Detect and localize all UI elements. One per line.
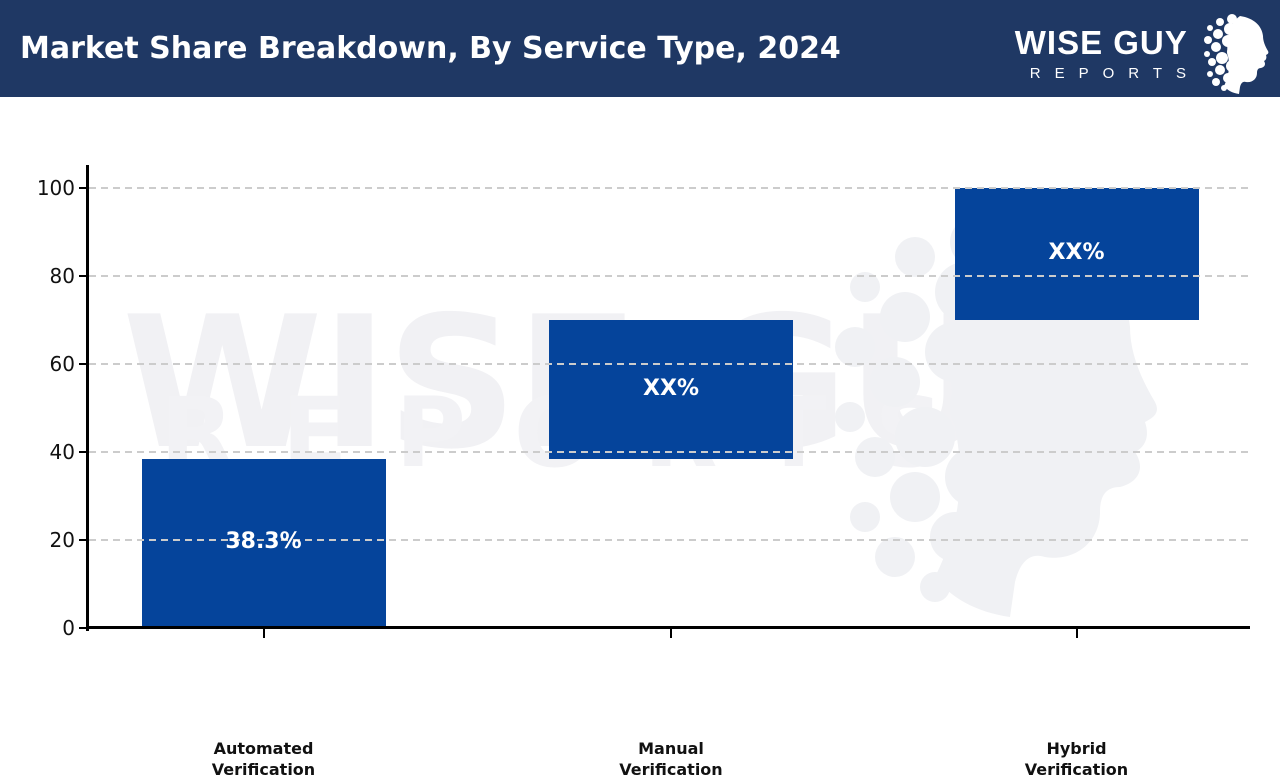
y-tick-mark: [79, 450, 87, 453]
y-tick-label-100: 100: [36, 176, 75, 200]
gridline-40: [89, 450, 1250, 453]
y-axis-line: [86, 165, 89, 631]
gridline-20: [89, 538, 1250, 541]
header-band: Market Share Breakdown, By Service Type,…: [0, 0, 1280, 97]
wiseguy-logo: WISE GUY REPORTS: [1015, 14, 1274, 96]
chart-title: Market Share Breakdown, By Service Type,…: [20, 31, 841, 66]
wiseguy-logo-text: WISE GUY REPORTS: [1015, 24, 1200, 82]
y-tick-mark: [79, 626, 87, 629]
wiseguy-face-icon: [1204, 14, 1269, 94]
bar-chart: WISE GUY REPORTS 38.3%AutomatedVerificat…: [0, 97, 1280, 779]
bar-value-label: XX%: [1048, 239, 1105, 265]
y-tick-mark: [79, 274, 87, 277]
x-tick-mark: [670, 629, 672, 638]
y-tick-mark: [79, 187, 87, 189]
x-tick-mark: [262, 629, 265, 638]
y-tick-label-60: 60: [49, 351, 75, 376]
y-tick-label-80: 80: [49, 263, 75, 288]
y-tick-label-20: 20: [49, 527, 75, 552]
bar-manual-verification: [549, 319, 793, 460]
x-category-label-2: Manual Verification: [619, 739, 723, 779]
y-tick-mark: [79, 538, 87, 541]
x-category-label-3: Hybrid Verification: [1024, 739, 1129, 779]
x-category-label-1: Automated Verification: [211, 739, 316, 779]
gridline-100: [89, 187, 1250, 189]
x-axis-line: [86, 626, 1250, 629]
bar-automated-verification: [141, 459, 386, 628]
y-tick-label-40: 40: [49, 439, 75, 464]
logo-brand-name: WISE GUY: [1014, 24, 1188, 61]
bar-value-label: XX%: [643, 375, 699, 401]
gridline-80: [89, 274, 1250, 277]
bar-value-label: 38.3%: [225, 529, 302, 555]
y-tick-label-0: 0: [62, 615, 75, 640]
gridline-60: [89, 362, 1250, 365]
x-tick-mark: [1075, 629, 1078, 638]
logo-brand-subtitle: REPORTS: [1029, 65, 1200, 82]
y-tick-mark: [79, 362, 87, 365]
